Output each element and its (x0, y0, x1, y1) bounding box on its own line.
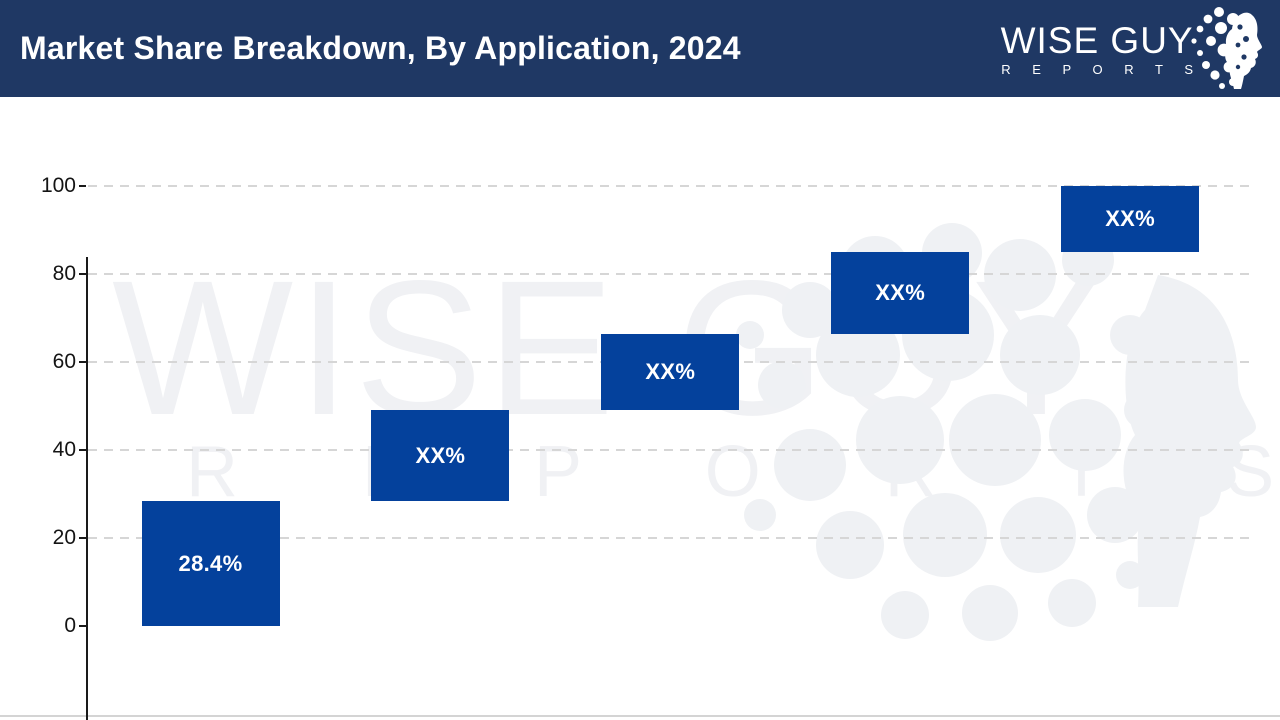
bar-2: XX% (371, 410, 510, 502)
y-tick-label-40: 40 (52, 438, 76, 461)
chart-area: WISE GUY R E P O R T S 02040608010028.4%… (0, 97, 1280, 720)
bar-3: XX% (601, 334, 740, 411)
y-tick-label-0: 0 (64, 614, 76, 637)
bottom-divider (0, 715, 1280, 717)
wiseguy-logo-text: WISE GUY R E P O R T S (992, 22, 1202, 77)
logo-brand-name: WISE GUY (1000, 19, 1194, 61)
logo-brand-sub: R E P O R T S (1001, 61, 1202, 77)
y-tick-100 (79, 185, 86, 187)
bar-value-label-5: XX% (1105, 206, 1155, 231)
y-tick-label-100: 100 (40, 174, 76, 197)
bar-5: XX% (1061, 186, 1200, 252)
y-tick-40 (79, 449, 86, 451)
header-bar: Market Share Breakdown, By Application, … (0, 0, 1280, 97)
gridline-100 (88, 185, 1252, 187)
bar-4: XX% (831, 252, 970, 335)
gridline-80 (88, 273, 1252, 275)
y-tick-80 (79, 273, 86, 275)
y-tick-label-60: 60 (52, 350, 76, 373)
watermark-head-graphic (736, 223, 1256, 641)
y-axis-line (86, 257, 88, 720)
bar-value-label-3: XX% (645, 359, 696, 385)
gridline-40 (88, 449, 1252, 451)
bar-value-label-2: XX% (415, 442, 466, 468)
y-tick-label-20: 20 (52, 526, 76, 549)
page-title: Market Share Breakdown, By Application, … (20, 30, 741, 66)
gridline-20 (88, 537, 1252, 539)
bar-value-label-4: XX% (875, 280, 926, 306)
bar-value-label-1: 28.4% (178, 550, 243, 576)
y-tick-60 (79, 361, 86, 363)
y-tick-0 (79, 625, 86, 627)
wiseguy-head-icon (1191, 7, 1262, 90)
bar-1: 28.4% (141, 501, 280, 626)
y-tick-label-80: 80 (52, 262, 76, 285)
wiseguy-logo: WISE GUY R E P O R T S (992, 4, 1266, 94)
y-tick-20 (79, 537, 86, 539)
